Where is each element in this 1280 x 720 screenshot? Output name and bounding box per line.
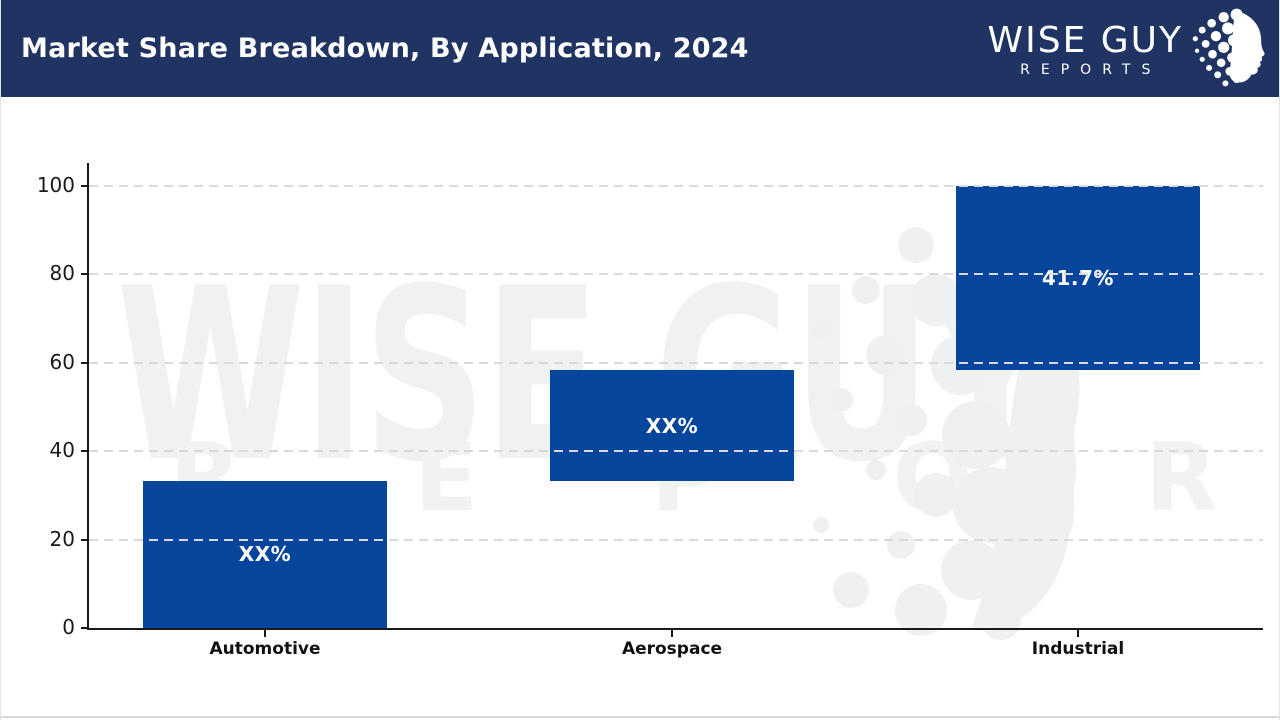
x-tick-mark (1077, 630, 1079, 637)
y-tick-label: 60 (49, 349, 75, 374)
dotted-profile-face-icon (1185, 4, 1271, 94)
bar-value-label: XX% (238, 542, 292, 567)
x-tick-mark (671, 630, 673, 637)
category-label: Automotive (209, 639, 321, 659)
y-tick-label: 80 (49, 261, 75, 286)
y-tick-label: 100 (36, 173, 75, 197)
y-tick-label: 40 (49, 438, 75, 463)
y-tick-label: 20 (49, 526, 75, 551)
bar-industrial: 41.7% (956, 186, 1200, 371)
chart-title: Market Share Breakdown, By Application, … (21, 33, 749, 64)
x-tick-mark (264, 630, 266, 637)
y-tick-mark (81, 538, 89, 541)
y-axis (87, 163, 89, 630)
watermark-dotted-face-icon (785, 227, 1080, 640)
category-label: Aerospace (621, 639, 723, 659)
gridline-100 (89, 185, 1263, 187)
bar-aerospace: XX% (550, 370, 794, 481)
bar-value-label: XX% (645, 413, 699, 438)
gridline-20 (89, 538, 1263, 541)
page-bottom-border (1, 716, 1279, 718)
y-tick-mark (81, 185, 89, 187)
logo-wiseguy-text: WISE GUY (987, 20, 1183, 62)
gridline-60 (89, 361, 1263, 364)
gridline-40 (89, 450, 1263, 453)
brand-logo: WISE GUY REPORTS (988, 3, 1272, 95)
x-axis (87, 628, 1263, 630)
header-bar: Market Share Breakdown, By Application, … (1, 0, 1279, 97)
bar-automotive: XX% (143, 480, 387, 628)
gridline-80 (89, 273, 1263, 276)
y-tick-mark (81, 361, 89, 364)
y-tick-mark (81, 273, 89, 276)
logo-reports-text: REPORTS (1020, 61, 1162, 78)
y-tick-mark (81, 627, 89, 629)
y-tick-label: 0 (62, 615, 75, 639)
y-tick-mark (81, 450, 89, 453)
bar-value-label: 41.7% (1042, 266, 1114, 291)
brand-logo-text: WISE GUY REPORTS (988, 20, 1184, 77)
category-label: Industrial (1031, 639, 1125, 659)
